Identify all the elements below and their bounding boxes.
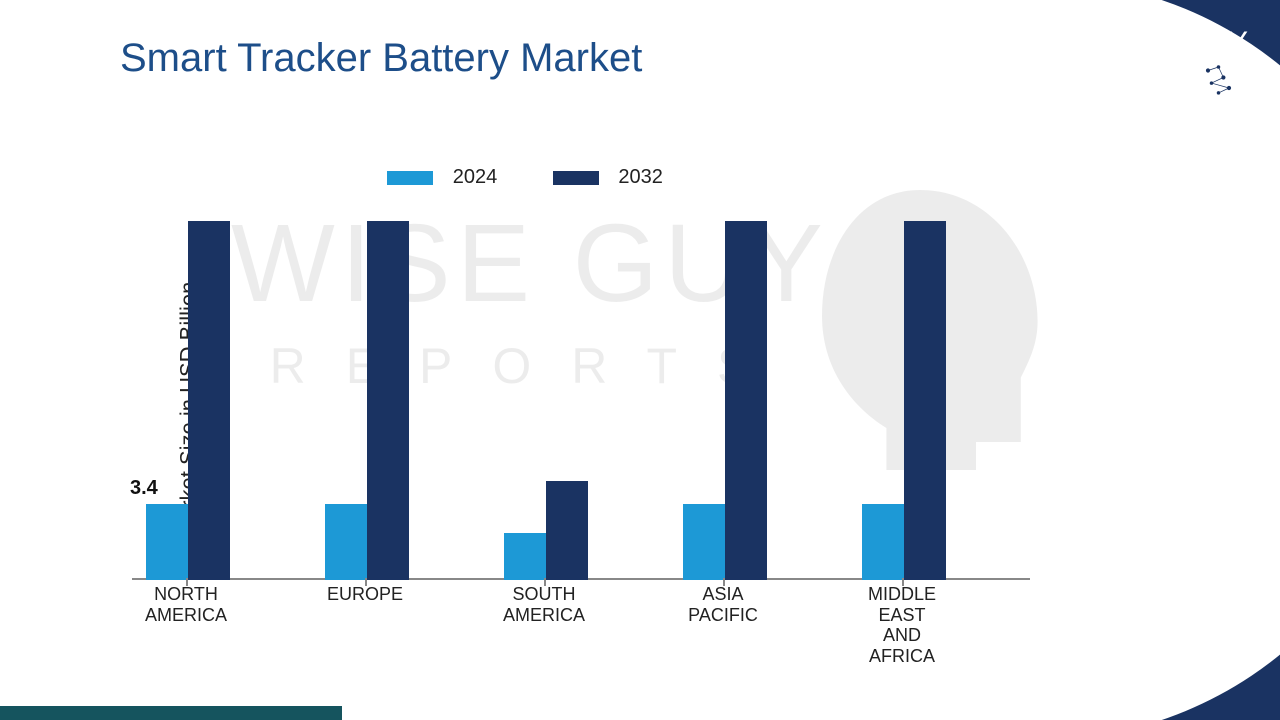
bar-2032 xyxy=(904,221,946,580)
x-axis-category-label: EUROPE xyxy=(295,584,435,605)
legend-label-2024: 2024 xyxy=(453,166,498,188)
bar-2024 xyxy=(683,504,725,580)
chart-canvas: WISE GUY REPORTS Smart Tracker Battery M… xyxy=(0,0,1280,720)
bar-2032 xyxy=(367,221,409,580)
x-axis-category-label: ASIAPACIFIC xyxy=(653,584,793,625)
x-tick xyxy=(186,578,188,586)
x-tick xyxy=(365,578,367,586)
legend-label-2032: 2032 xyxy=(618,166,663,188)
bar-2032 xyxy=(725,221,767,580)
x-axis-category-label: SOUTHAMERICA xyxy=(474,584,614,625)
x-tick xyxy=(902,578,904,586)
x-tick xyxy=(544,578,546,586)
bar-2024 xyxy=(146,504,188,580)
bar-2032 xyxy=(546,481,588,580)
bar-2024 xyxy=(504,533,546,580)
legend-swatch-2032 xyxy=(553,171,599,185)
bar-2024 xyxy=(862,504,904,580)
legend-swatch-2024 xyxy=(387,171,433,185)
brand-logo: WISE GUY REPORTS xyxy=(1084,28,1250,74)
bar-chart: Market Size in USD Billion 2024 2032 3.4… xyxy=(70,170,1030,650)
bottom-accent-bar xyxy=(0,706,342,720)
bar-2032 xyxy=(188,221,230,580)
x-tick xyxy=(723,578,725,586)
brand-head-icon xyxy=(1180,48,1250,128)
x-axis-category-label: MIDDLEEASTANDAFRICA xyxy=(832,584,972,667)
x-axis-category-label: NORTHAMERICA xyxy=(116,584,256,625)
bar-value-label: 3.4 xyxy=(130,477,158,500)
bar-2024 xyxy=(325,504,367,580)
plot-area: 3.4 xyxy=(132,210,1030,580)
chart-title: Smart Tracker Battery Market xyxy=(120,36,642,81)
legend: 2024 2032 xyxy=(70,166,1030,189)
